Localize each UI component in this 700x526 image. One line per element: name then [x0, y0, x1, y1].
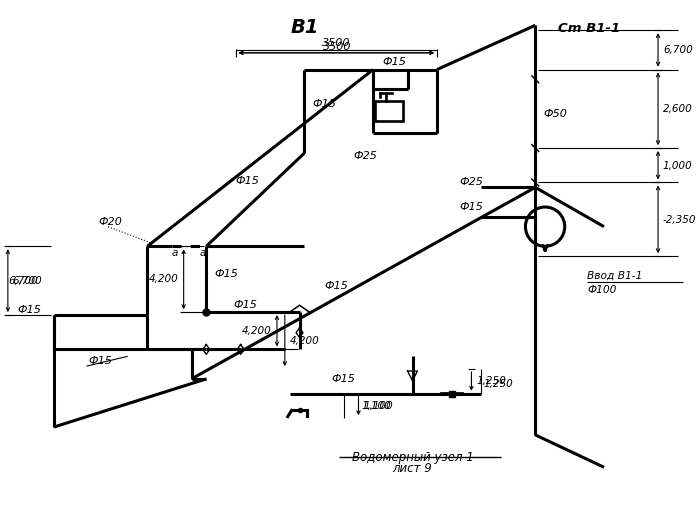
Text: a: a [172, 248, 178, 258]
Text: 4,200: 4,200 [290, 336, 319, 346]
Text: 3500: 3500 [323, 42, 351, 52]
Text: 4,200: 4,200 [242, 326, 272, 336]
Text: лист 9: лист 9 [393, 462, 433, 476]
Text: Ф15: Ф15 [332, 374, 356, 384]
Text: Ф25: Ф25 [460, 177, 484, 187]
Text: 1,100: 1,100 [361, 401, 391, 411]
Text: Ф15: Ф15 [236, 176, 260, 186]
Text: B1: B1 [290, 18, 318, 37]
Text: 4,200: 4,200 [149, 274, 178, 284]
Text: Ф15: Ф15 [214, 269, 238, 279]
Text: Ф100: Ф100 [587, 285, 617, 295]
Text: Ф20: Ф20 [98, 217, 122, 227]
Text: 6,700: 6,700 [8, 276, 38, 286]
Text: a: a [199, 248, 206, 258]
Bar [375, 101, 402, 120]
Text: Ф15: Ф15 [18, 305, 41, 315]
Text: -2,350: -2,350 [663, 215, 696, 225]
Text: Ф50: Ф50 [543, 109, 567, 119]
Text: Ф15: Ф15 [312, 99, 336, 109]
Text: 6,700: 6,700 [663, 45, 693, 55]
Text: Ф15: Ф15 [383, 57, 407, 67]
Text: 1,100: 1,100 [363, 401, 393, 411]
Text: Ф15: Ф15 [88, 356, 112, 366]
Text: Ф25: Ф25 [354, 151, 377, 161]
Text: Ф15: Ф15 [324, 280, 348, 290]
Text: Ф15: Ф15 [460, 202, 484, 212]
Text: Ф15: Ф15 [234, 300, 258, 310]
Text: 1,250: 1,250 [476, 376, 506, 387]
Text: Ввод В1-1: Ввод В1-1 [587, 271, 643, 281]
Text: 3500: 3500 [322, 38, 351, 48]
Text: Водомерный узел 1: Водомерный узел 1 [351, 451, 473, 463]
Text: 1,000: 1,000 [663, 161, 693, 171]
Text: 6,700: 6,700 [13, 276, 43, 286]
Text: 1,250: 1,250 [483, 379, 513, 389]
Text: Cm B1-1: Cm B1-1 [558, 23, 620, 35]
Text: 2,600: 2,600 [663, 104, 693, 114]
